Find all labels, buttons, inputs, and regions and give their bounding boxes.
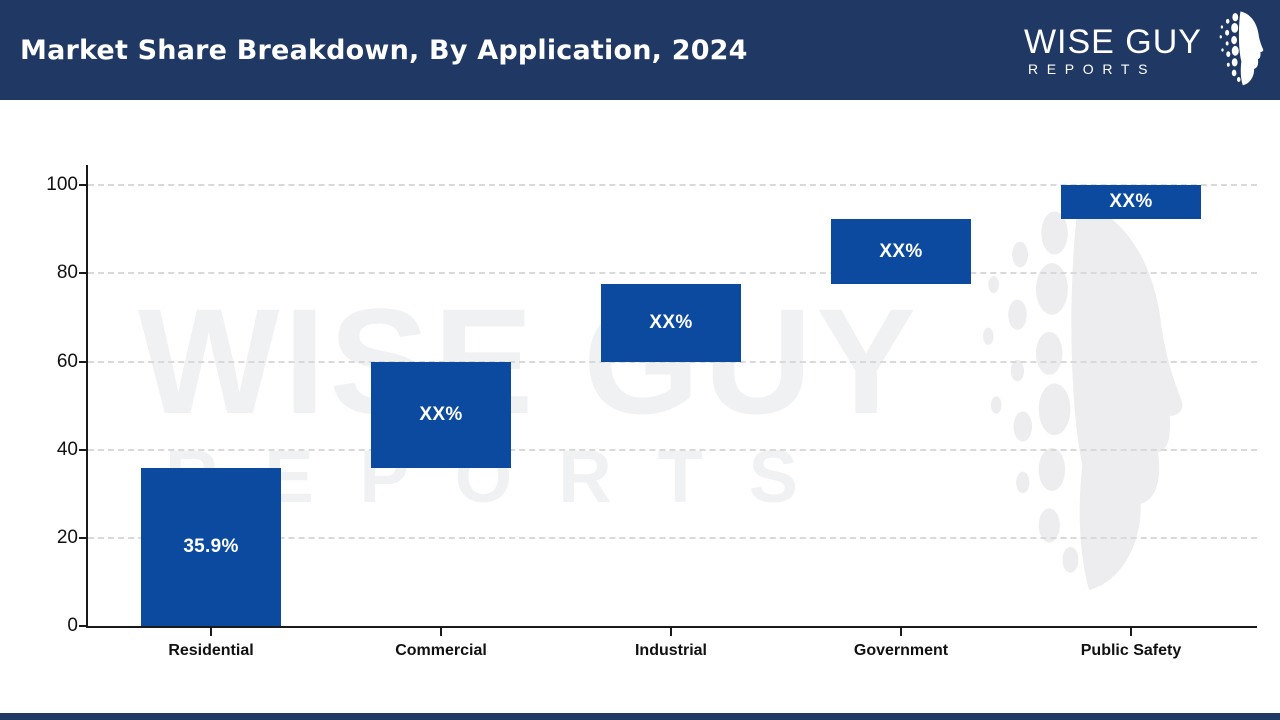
y-tick-label-20: 20 [56, 526, 78, 548]
gridline-20 [88, 536, 1257, 539]
bar-industrial: XX% [601, 284, 741, 362]
y-tick-label-0: 0 [67, 615, 78, 636]
y-tick-label-80: 80 [56, 262, 78, 284]
logo-head-icon [1208, 9, 1266, 91]
bar-government: XX% [831, 218, 971, 285]
bar-value-label: XX% [649, 312, 693, 334]
y-tick-label-100: 100 [46, 174, 78, 196]
bar-public-safety: XX% [1061, 185, 1201, 219]
chart-area: WISE GUY REPORTS 0 20 40 60 80 100 35.9% Reside… [0, 100, 1280, 713]
logo-wordmark: WISE GUY REPORTS [1024, 25, 1202, 76]
bar-value-label: 35.9% [183, 535, 239, 557]
y-tick-mark-40 [79, 448, 87, 451]
y-axis [86, 165, 88, 628]
x-category-label-residential: Residential [168, 642, 254, 659]
y-tick-mark-0 [79, 625, 87, 627]
x-tick-mark-2 [670, 628, 672, 636]
y-tick-label-40: 40 [56, 438, 78, 460]
gridline-80 [88, 272, 1257, 275]
x-category-label-government: Government [853, 642, 949, 659]
bar-value-label: XX% [1109, 190, 1153, 212]
y-tick-mark-100 [79, 184, 87, 187]
x-category-label-industrial: Industrial [634, 642, 707, 659]
logo-line2: REPORTS [1027, 60, 1157, 77]
y-tick-mark-20 [79, 536, 87, 539]
bar-value-label: XX% [419, 403, 463, 425]
brand-logo: WISE GUY REPORTS [1024, 9, 1266, 91]
page-title: Market Share Breakdown, By Application, … [20, 34, 748, 66]
x-tick-mark-4 [1130, 628, 1132, 636]
bar-residential: 35.9% [141, 467, 281, 626]
footer-bar [0, 713, 1280, 720]
y-tick-label-60: 60 [56, 350, 78, 372]
bar-commercial: XX% [371, 361, 511, 468]
x-tick-mark-0 [210, 628, 212, 636]
bar-value-label: XX% [879, 240, 923, 262]
gridline-40 [88, 448, 1257, 451]
x-axis [86, 626, 1257, 628]
x-category-label-commercial: Commercial [395, 642, 487, 659]
logo-line1: WISE GUY [1023, 22, 1202, 61]
x-tick-mark-1 [440, 628, 442, 636]
header: Market Share Breakdown, By Application, … [0, 0, 1280, 100]
x-tick-mark-3 [900, 628, 902, 636]
y-tick-mark-80 [79, 272, 87, 275]
gridline-100 [88, 184, 1257, 187]
y-tick-mark-60 [79, 360, 87, 363]
x-category-label-public-safety: Public Safety [1080, 642, 1182, 659]
